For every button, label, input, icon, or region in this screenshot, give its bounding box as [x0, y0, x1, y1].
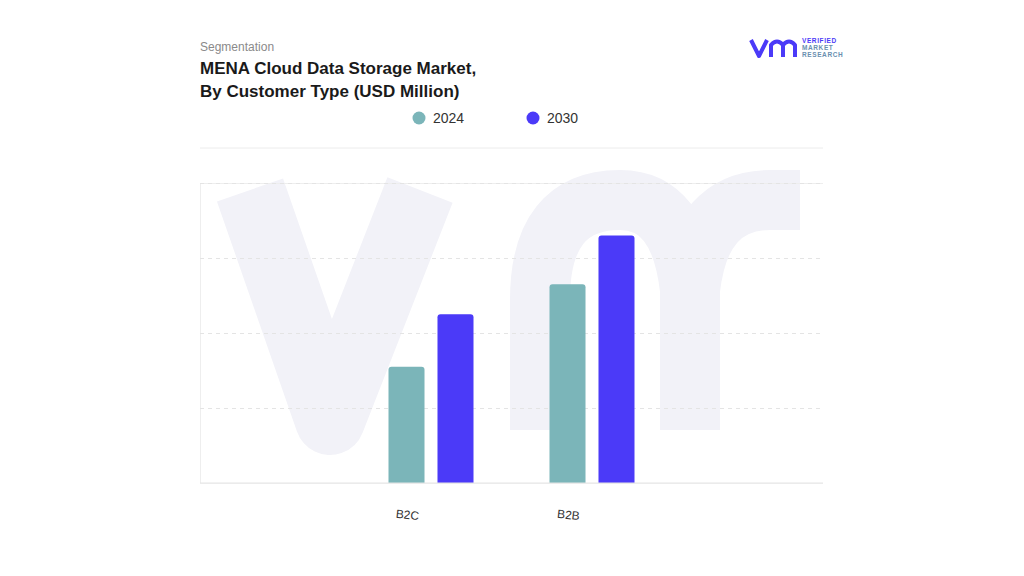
- subtitle: Segmentation: [200, 40, 274, 54]
- series: [437, 236, 634, 484]
- watermark: [250, 190, 800, 430]
- bar: [598, 236, 634, 484]
- title-line: By Customer Type (USD Million): [200, 82, 459, 101]
- bar: [550, 284, 586, 483]
- legend-swatch: [527, 112, 540, 125]
- bar: [437, 314, 473, 483]
- baseline: [200, 483, 823, 484]
- legend-label: 2030: [547, 110, 578, 126]
- logo: VERIFIEDMARKETRESEARCH: [751, 37, 843, 58]
- logo-text: VERIFIED: [802, 37, 837, 44]
- legend-item: 2030: [527, 110, 579, 126]
- x-tick-label: B2B: [556, 507, 580, 523]
- legend-swatch: [413, 112, 426, 125]
- legend-item: 2024: [413, 110, 465, 126]
- y-tick: [200, 408, 823, 409]
- grid-line: [200, 408, 823, 409]
- logo-text: MARKET: [802, 44, 833, 51]
- y-tick: [200, 258, 823, 259]
- x-tick: B2C: [395, 507, 420, 523]
- y-axis-line: [201, 184, 824, 484]
- x-tick-label: B2C: [395, 507, 420, 523]
- bars: [389, 236, 635, 484]
- y-tick: [200, 183, 823, 184]
- title: MENA Cloud Data Storage Market, By Custom…: [200, 59, 476, 101]
- baseline-mask: [200, 484, 823, 488]
- grid-line: [200, 258, 823, 259]
- series: [389, 284, 586, 483]
- top-rule: [200, 148, 823, 149]
- legend: 2024 2030: [413, 110, 579, 126]
- x-tick: B2B: [556, 507, 580, 523]
- y-tick: [200, 333, 823, 334]
- y-axis: [200, 184, 823, 484]
- logo-text: RESEARCH: [802, 51, 843, 58]
- chart-svg: Segmentation MENA Cloud Data Storage Mark…: [0, 0, 1024, 576]
- bar: [389, 367, 425, 483]
- logo-mark: [751, 40, 795, 57]
- legend-label: 2024: [433, 110, 464, 126]
- x-axis: B2C B2B: [395, 507, 580, 523]
- grid-line: [200, 183, 823, 184]
- grid-line: [200, 333, 823, 334]
- title-line: MENA Cloud Data Storage Market,: [200, 59, 476, 78]
